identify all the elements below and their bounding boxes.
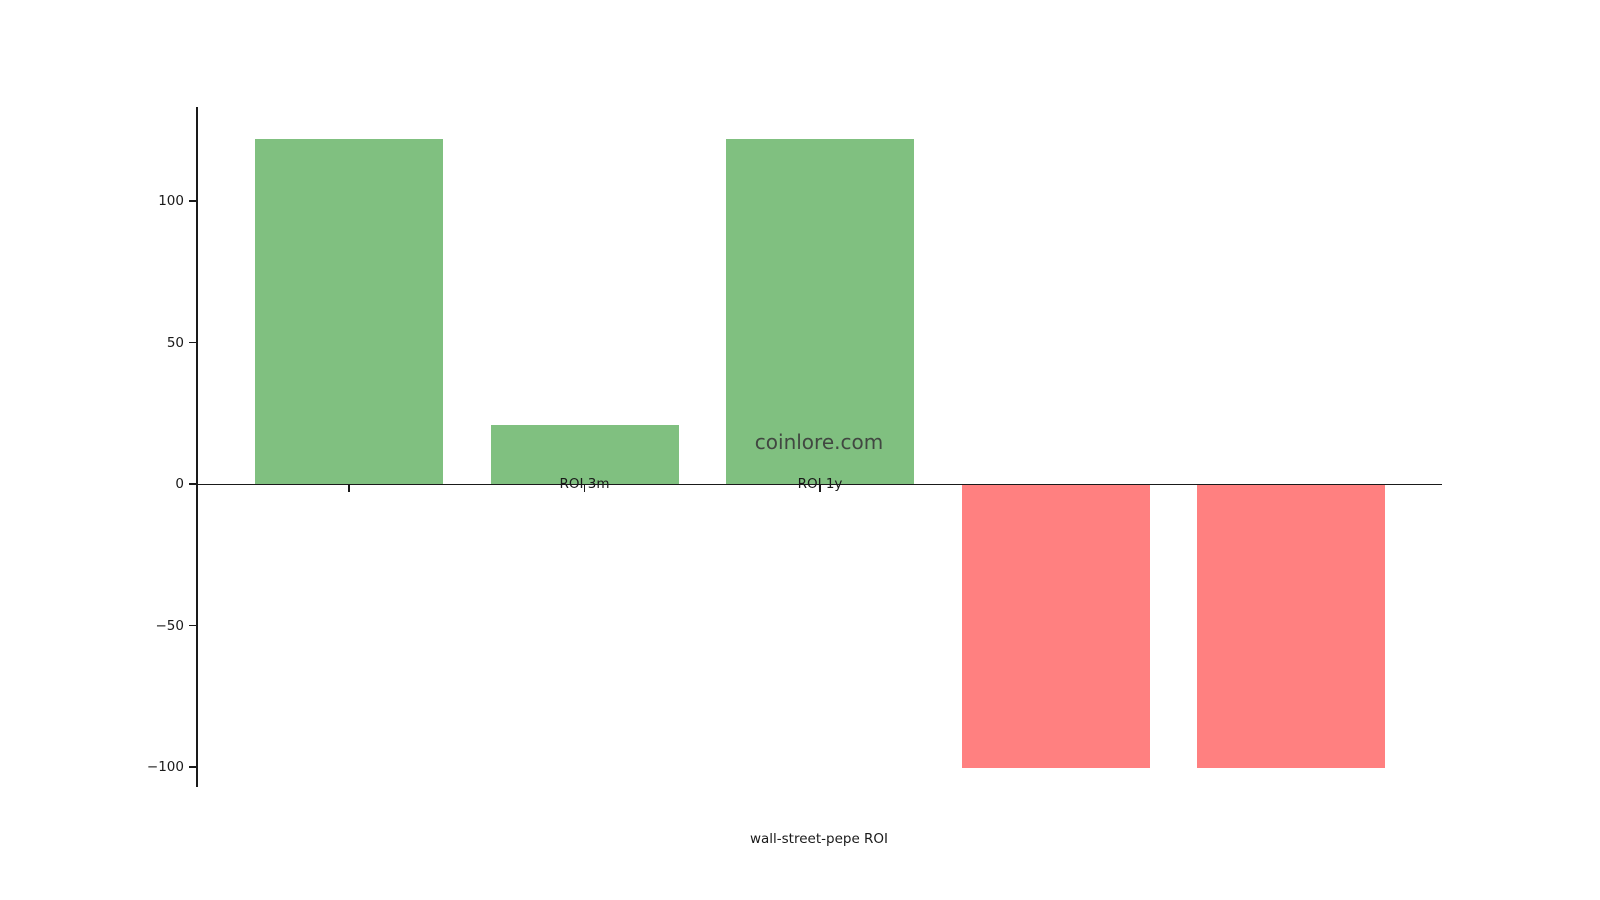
y-tick-mark <box>189 483 196 485</box>
y-tick-mark <box>189 766 196 768</box>
bar-2-roi-1y <box>726 138 914 484</box>
x-tick-mark <box>583 485 586 492</box>
coinlore-watermark: coinlore.com <box>754 430 884 454</box>
x-tick-mark <box>819 485 821 492</box>
bar-1-roi-3m <box>490 424 679 484</box>
y-tick-label: 50 <box>166 334 184 351</box>
x-tick-label: ROI 3m <box>559 476 610 492</box>
bar-4 <box>1197 485 1385 768</box>
y-tick-label: 0 <box>175 476 184 492</box>
y-tick-mark <box>189 341 196 344</box>
x-axis-zero-line <box>196 483 1442 485</box>
y-tick-label: −100 <box>146 759 184 775</box>
y-tick-label: 100 <box>158 193 184 209</box>
y-axis-spine <box>196 107 198 787</box>
bar-3 <box>961 485 1150 768</box>
y-tick-label: −50 <box>155 617 185 634</box>
y-tick-mark <box>189 200 196 202</box>
bar-0 <box>255 138 443 484</box>
x-tick-mark <box>348 485 350 492</box>
x-tick-label: ROI 1y <box>797 476 843 492</box>
x-axis-label: wall-street-pepe ROI <box>749 831 889 847</box>
y-tick-mark <box>189 624 196 627</box>
